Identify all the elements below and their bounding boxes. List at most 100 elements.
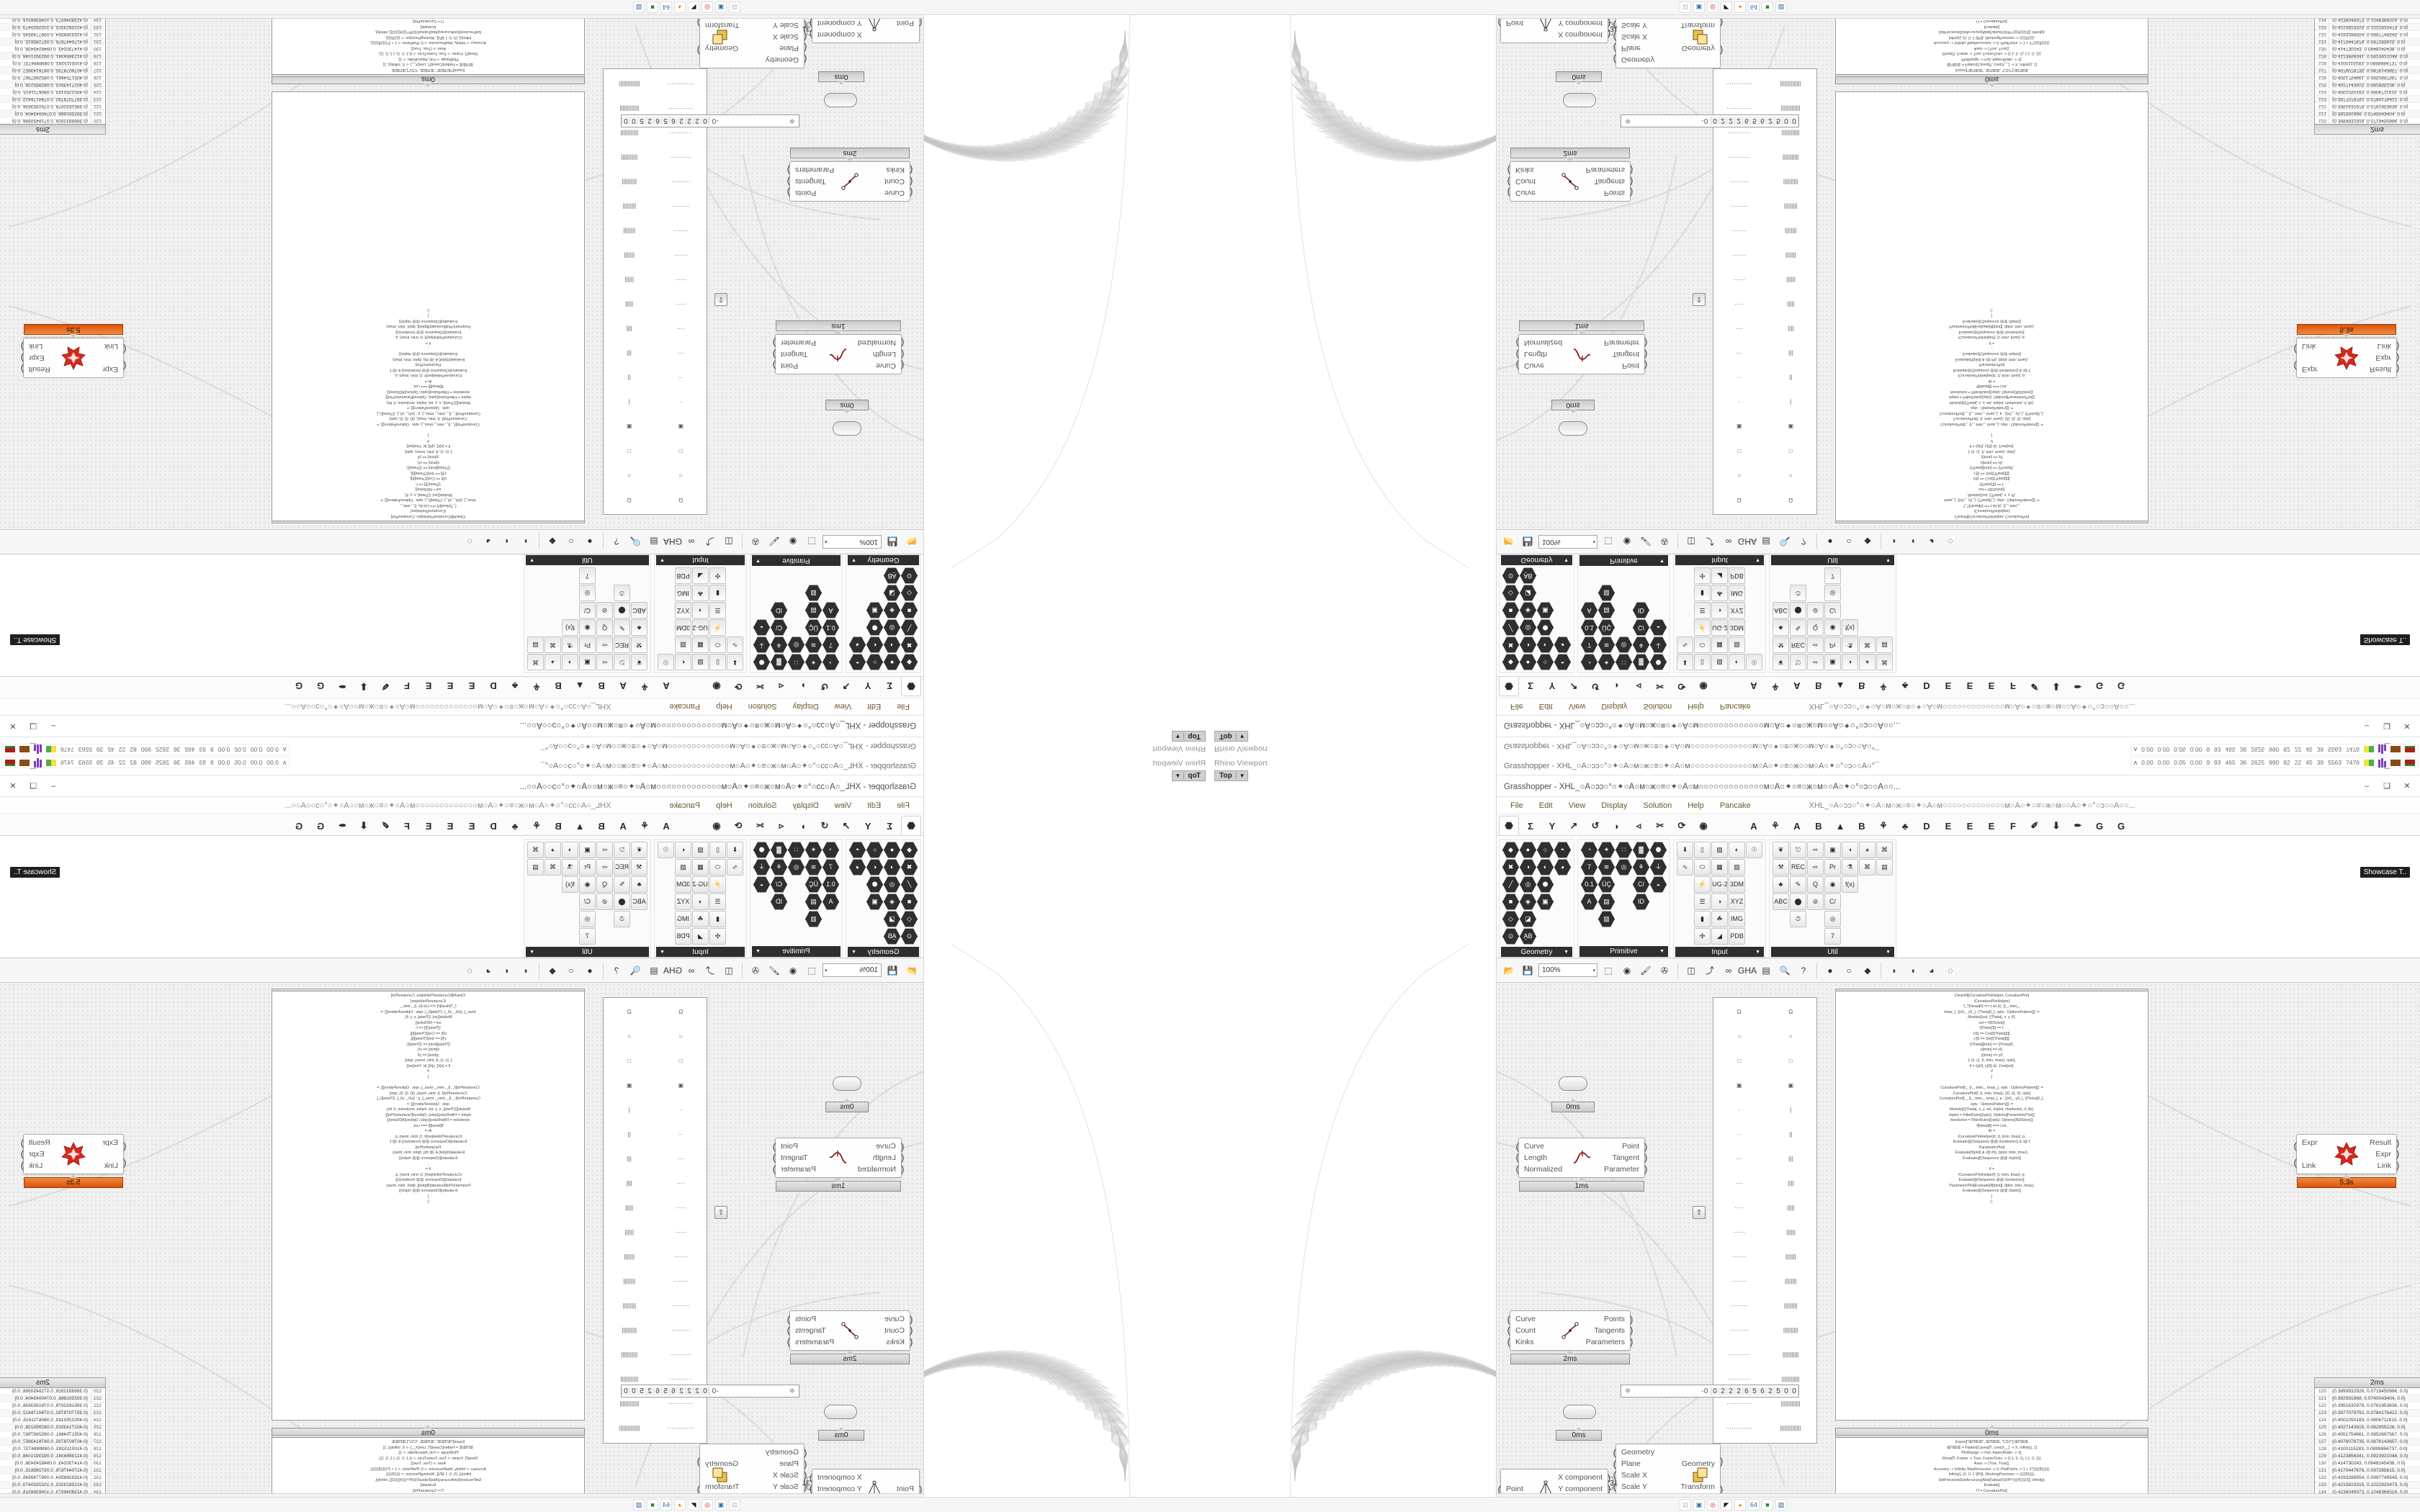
slider-digit[interactable]: 0 [1711,1387,1719,1395]
tab-maths[interactable]: Σ [879,816,900,835]
paint-icon[interactable]: 🖌 [768,965,780,976]
ribbon-component-icon[interactable]: ⊘ [1807,602,1824,618]
ribbon-component-icon[interactable]: A [1581,894,1597,910]
stream-flatten-button[interactable]: ⇧ [1693,1206,1706,1219]
ribbon-component-icon[interactable]: ◑ [1520,859,1536,876]
ribbon-component-icon[interactable]: ✎ [1790,876,1806,893]
ribbon-group-label[interactable]: Geometry ▼ [1501,947,1572,957]
ribbon-component-icon[interactable]: ◑ [692,602,709,618]
tab-a3[interactable]: A [1787,677,1807,696]
menu-item-view[interactable]: View [1568,702,1586,711]
ribbon-component-icon[interactable]: ◆ [901,654,918,670]
egg-white-icon[interactable]: ○ [568,536,574,547]
show-hidden-icons-icon[interactable]: ʌ [2133,759,2138,766]
tab-a1[interactable]: A [1744,816,1764,835]
ribbon-component-icon[interactable]: ▣ [1537,602,1554,618]
tab-d1[interactable]: D [483,816,503,835]
slider-digit[interactable]: 2 [1767,1387,1775,1395]
chevron-down-icon[interactable]: ▼ [1886,949,1891,955]
preview-icon[interactable]: ◉ [789,965,797,976]
chevron-down-icon[interactable]: ▾ [825,968,828,973]
tab-display[interactable]: ◉ [707,677,727,696]
axis-icon[interactable]: ⤴ [706,536,715,546]
ribbon-component-icon[interactable]: ≋ [1598,859,1615,876]
ribbon-component-icon[interactable]: ▥ [805,911,822,927]
export-code-panel[interactable]: Export["ŒΠŒŒ", ŒΠŒŒ, "CSV"];ŒΠŒŒ ŒΠŒŒ = … [1835,1435,2148,1493]
orange-blob-icon[interactable]: ◕ [485,536,491,547]
menu-item-edit[interactable]: Edit [867,702,882,711]
tab-d1[interactable]: D [1917,677,1937,696]
ribbon-component-icon[interactable]: ⇨ [596,842,613,858]
ribbon-component-icon[interactable]: ID [1633,894,1649,910]
slider-digit[interactable]: 2 [645,1387,653,1395]
value-stream-panel[interactable]: (((((((((((((((((( )))))))))))))))))) Ω○… [603,997,707,1444]
tab-g2[interactable]: G [289,677,309,696]
tab-surface[interactable]: ◗ [793,816,813,835]
ribbon-component-icon[interactable]: ⚗ [562,859,578,876]
viewport-camera-dropdown[interactable]: Top ▼ [1214,770,1248,781]
grasshopper-canvas[interactable]: ((( ))) Curve Points Count Tangents Kinks P… [1497,19,2420,529]
ribbon-component-icon[interactable]: ◐ [866,636,883,653]
ribbon-component-icon[interactable]: ▧ [1729,859,1745,876]
help-icon[interactable]: ? [614,536,619,547]
output-ports[interactable]: )) [696,19,700,56]
tab-transform[interactable]: ⟳ [728,677,748,696]
tab-vector[interactable]: ↗ [836,677,856,696]
tab-maths[interactable]: Σ [1520,816,1541,835]
ribbon-component-icon[interactable]: ◇ [1502,911,1519,927]
ribbon-component-icon[interactable]: ⇨ [596,859,613,876]
paint-icon[interactable]: 🖌 [1640,536,1652,547]
tab-f4[interactable]: ✒ [332,816,352,835]
tab-maths[interactable]: Σ [1520,677,1541,696]
ribbon-group-label[interactable]: Input ▼ [1675,947,1764,957]
chevron-down-icon[interactable]: ▼ [1755,557,1760,563]
windows-taskbar[interactable]: ▤ ▣ ◎ ◤ ◕ 64 ■ ▧ [0,1497,1210,1512]
zoom-level-input[interactable]: 100% ▾ [1538,535,1597,549]
tab-b3[interactable]: B [548,816,568,835]
small-param-node[interactable] [833,1076,861,1091]
input-ports[interactable]: ((( [910,165,913,198]
taskbar-app-firefox-icon[interactable]: ◕ [1734,1,1746,13]
expression-link-component[interactable]: (( ))) Expr Result Expr Link Link 5.3s [2294,1134,2399,1188]
tab-b2[interactable]: ▲ [1830,816,1850,835]
windows-taskbar[interactable]: ▤ ▣ ◎ ◤ ◕ 64 ■ ▧ [1210,0,2420,15]
expression-link-component[interactable]: (( ))) Expr Result Expr Link Link 5.3s [2294,324,2399,378]
ribbon-component-icon[interactable]: ÜÇ [805,619,822,636]
tab-f2[interactable]: ✐ [2025,816,2045,835]
slider-digit[interactable]: 2 [1735,117,1743,125]
ribbon-component-icon[interactable]: ● [884,842,900,858]
tab-surface[interactable]: ◗ [1607,677,1627,696]
tab-a1[interactable]: A [656,677,676,696]
tab-g2[interactable]: G [2111,677,2131,696]
input-ports[interactable]: ( [919,1483,923,1494]
slider-digit[interactable]: 2 [685,1387,693,1395]
output-ports[interactable]: ))) [20,1138,24,1171]
small-param-node-2[interactable] [824,1405,857,1419]
ribbon-component-icon[interactable]: ⬢ [1537,619,1554,636]
paint-icon[interactable]: 🖌 [768,536,780,547]
ribbon-component-icon[interactable]: ◕ [1554,636,1571,653]
green-blob-icon[interactable]: ◖ [1910,965,1916,976]
ribbon-component-icon[interactable]: ▯ [709,654,726,670]
curve-points-component[interactable]: ((( ))) Curve Points Count Tangents Kinks P… [787,148,913,202]
ribbon-group-label[interactable]: Util ▼ [526,947,649,957]
ribbon-component-icon[interactable]: ◒ [1650,876,1667,893]
slider-digit[interactable]: 0 [1783,117,1791,125]
menu-item-file[interactable]: File [897,801,910,810]
ribbon-component-icon[interactable]: ∷ [1615,654,1632,670]
ribbon-component-icon[interactable]: ◇ [901,911,918,927]
stream-flatten-button[interactable]: ⇧ [714,1206,727,1219]
slider-digit[interactable]: 5 [637,117,645,125]
export-code-panel[interactable]: Export["ŒΠŒŒ", ŒΠŒŒ, "CSV"];ŒΠŒŒ ŒΠŒŒ = … [272,1435,585,1493]
save-file-icon[interactable]: 💾 [1522,536,1533,547]
ribbon-component-icon[interactable]: IMG [1729,585,1745,601]
ribbon-component-icon[interactable]: ID [1633,602,1649,618]
ribbon-component-icon[interactable]: IMG [675,585,691,601]
tab-e2[interactable]: E [440,677,460,696]
ribbon-component-icon[interactable]: XYZ [1729,894,1745,910]
output-ports[interactable]: ))) [1644,338,1648,371]
tab-f3[interactable]: ⬇ [2046,816,2066,835]
ribbon-component-icon[interactable]: ⬭ [709,859,726,876]
